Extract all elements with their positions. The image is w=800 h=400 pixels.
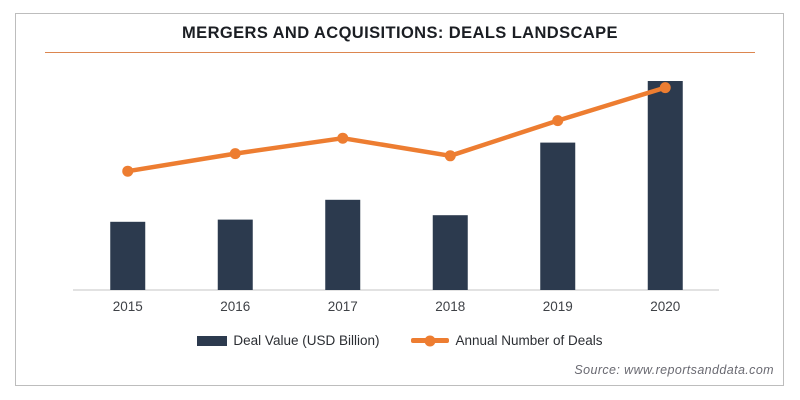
deal-value-bar-2016 bbox=[217, 219, 253, 290]
line-series-swatch-icon bbox=[411, 335, 450, 346]
annual-deals-point-2017 bbox=[337, 132, 349, 144]
deal-value-bar-2019 bbox=[540, 142, 576, 290]
legend-item-deal-value: Deal Value (USD Billion) bbox=[197, 333, 379, 348]
legend-item-annual-deals: Annual Number of Deals bbox=[411, 333, 603, 348]
deal-value-bar-2017 bbox=[325, 199, 361, 290]
title-divider bbox=[45, 52, 755, 53]
deal-value-bar-2018 bbox=[432, 215, 468, 290]
annual-deals-line bbox=[125, 85, 668, 174]
x-axis-label-2015: 2015 bbox=[113, 299, 143, 314]
source-attribution: Source: www.reportsanddata.com bbox=[574, 363, 774, 377]
x-axis-label-2016: 2016 bbox=[220, 299, 250, 314]
x-axis-label-2019: 2019 bbox=[543, 299, 573, 314]
annual-deals-point-2016 bbox=[229, 148, 241, 160]
bar-series-swatch-icon bbox=[197, 335, 228, 346]
chart-title: MERGERS AND ACQUISITIONS: DEALS LANDSCAP… bbox=[182, 24, 618, 42]
deal-value-bar-2015 bbox=[110, 221, 146, 290]
x-axis-label-2017: 2017 bbox=[328, 299, 358, 314]
annual-deals-point-2019 bbox=[552, 115, 564, 127]
deal-value-bar-2020 bbox=[647, 81, 683, 290]
x-axis-label-2018: 2018 bbox=[435, 299, 465, 314]
line-series-marker-icon bbox=[424, 335, 436, 346]
legend: Deal Value (USD Billion) Annual Number o… bbox=[0, 333, 800, 348]
annual-deals-point-2018 bbox=[444, 150, 456, 162]
annual-deals-point-2015 bbox=[122, 165, 134, 177]
legend-label-deal-value: Deal Value (USD Billion) bbox=[233, 333, 380, 348]
legend-label-annual-deals: Annual Number of Deals bbox=[455, 333, 603, 348]
annual-deals-point-2020 bbox=[659, 82, 671, 94]
x-axis-label-2020: 2020 bbox=[650, 299, 680, 314]
